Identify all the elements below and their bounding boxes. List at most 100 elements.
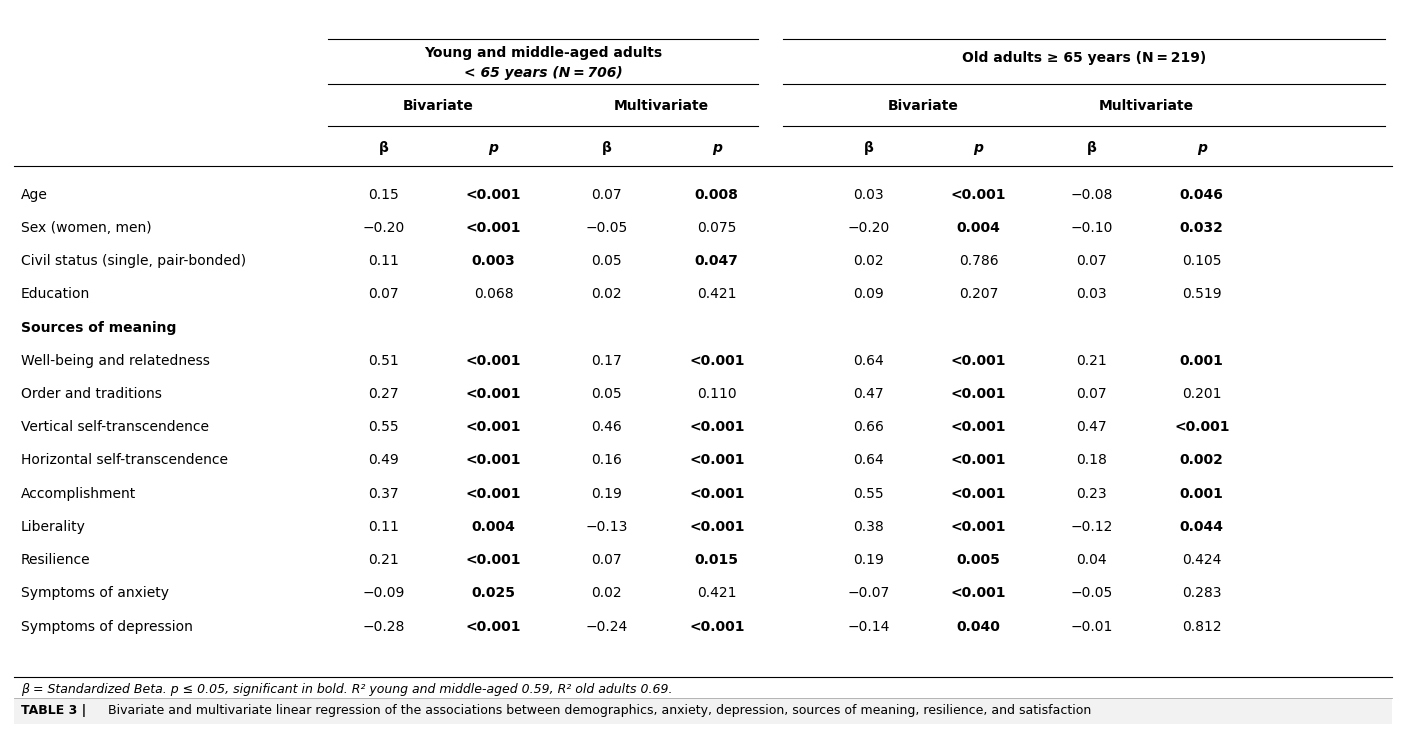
Text: Young and middle-aged adults: Young and middle-aged adults <box>425 46 662 60</box>
Text: p: p <box>711 141 721 155</box>
Text: <0.001: <0.001 <box>950 454 1007 467</box>
Text: −0.05: −0.05 <box>585 221 627 235</box>
Text: 0.55: 0.55 <box>368 420 399 434</box>
Text: 0.55: 0.55 <box>853 487 883 501</box>
Text: 0.27: 0.27 <box>368 387 399 401</box>
Text: <0.001: <0.001 <box>465 387 522 401</box>
Text: <0.001: <0.001 <box>689 620 745 634</box>
Text: 0.49: 0.49 <box>368 454 399 467</box>
Text: 0.040: 0.040 <box>956 620 1001 634</box>
Text: p: p <box>489 141 499 155</box>
Text: −0.08: −0.08 <box>1070 187 1112 202</box>
Text: 0.025: 0.025 <box>471 586 516 600</box>
Text: 0.047: 0.047 <box>695 254 738 268</box>
Text: Bivariate and multivariate linear regression of the associations between demogra: Bivariate and multivariate linear regres… <box>104 704 1091 716</box>
Text: Symptoms of depression: Symptoms of depression <box>21 620 193 634</box>
Text: <0.001: <0.001 <box>465 620 522 634</box>
Text: <0.001: <0.001 <box>950 354 1007 368</box>
Text: Resilience: Resilience <box>21 553 90 567</box>
Text: 0.003: 0.003 <box>471 254 516 268</box>
Text: −0.28: −0.28 <box>363 620 405 634</box>
Text: −0.20: −0.20 <box>848 221 890 235</box>
Text: 0.05: 0.05 <box>592 254 621 268</box>
Text: 0.21: 0.21 <box>368 553 399 567</box>
Text: 0.004: 0.004 <box>956 221 1001 235</box>
Text: <0.001: <0.001 <box>465 187 522 202</box>
Text: 0.38: 0.38 <box>853 520 884 534</box>
Text: 0.519: 0.519 <box>1182 287 1222 301</box>
Text: Sources of meaning: Sources of meaning <box>21 321 176 335</box>
Text: 0.19: 0.19 <box>591 487 621 501</box>
Text: <0.001: <0.001 <box>465 487 522 501</box>
Text: Bivariate: Bivariate <box>889 99 959 113</box>
Text: 0.16: 0.16 <box>591 454 621 467</box>
Text: Horizontal self-transcendence: Horizontal self-transcendence <box>21 454 228 467</box>
Text: Liberality: Liberality <box>21 520 86 534</box>
Text: −0.24: −0.24 <box>585 620 627 634</box>
Text: Multivariate: Multivariate <box>614 99 709 113</box>
Text: <0.001: <0.001 <box>689 520 745 534</box>
Text: <0.001: <0.001 <box>950 586 1007 600</box>
Text: 0.02: 0.02 <box>592 586 621 600</box>
Text: 0.19: 0.19 <box>853 553 884 567</box>
Text: 0.424: 0.424 <box>1182 553 1222 567</box>
Text: Order and traditions: Order and traditions <box>21 387 162 401</box>
Text: 0.18: 0.18 <box>1076 454 1107 467</box>
Text: 0.37: 0.37 <box>368 487 399 501</box>
Text: 0.07: 0.07 <box>592 187 621 202</box>
Text: β: β <box>602 141 612 155</box>
Text: <0.001: <0.001 <box>465 221 522 235</box>
Text: Well-being and relatedness: Well-being and relatedness <box>21 354 209 368</box>
Text: 0.786: 0.786 <box>959 254 998 268</box>
Text: 0.075: 0.075 <box>697 221 737 235</box>
Text: 0.47: 0.47 <box>1076 420 1107 434</box>
Text: 0.21: 0.21 <box>1076 354 1107 368</box>
Text: 0.64: 0.64 <box>853 454 884 467</box>
Text: 0.001: 0.001 <box>1180 354 1223 368</box>
Text: Old adults ≥ 65 years (N = 219): Old adults ≥ 65 years (N = 219) <box>962 51 1206 65</box>
Text: −0.14: −0.14 <box>848 620 890 634</box>
Text: <0.001: <0.001 <box>950 187 1007 202</box>
Text: <0.001: <0.001 <box>465 420 522 434</box>
Text: 0.283: 0.283 <box>1182 586 1222 600</box>
Text: 0.068: 0.068 <box>474 287 513 301</box>
Text: Education: Education <box>21 287 90 301</box>
Text: Accomplishment: Accomplishment <box>21 487 136 501</box>
Text: <0.001: <0.001 <box>689 454 745 467</box>
Text: 0.66: 0.66 <box>853 420 884 434</box>
Text: Sex (women, men): Sex (women, men) <box>21 221 152 235</box>
Text: β: β <box>1087 141 1097 155</box>
Text: 0.004: 0.004 <box>471 520 516 534</box>
Text: −0.12: −0.12 <box>1070 520 1112 534</box>
Text: −0.10: −0.10 <box>1070 221 1112 235</box>
Text: p: p <box>1197 141 1206 155</box>
Text: <0.001: <0.001 <box>1174 420 1229 434</box>
Text: <0.001: <0.001 <box>689 420 745 434</box>
Text: <0.001: <0.001 <box>689 354 745 368</box>
Text: 0.002: 0.002 <box>1180 454 1223 467</box>
Text: 0.07: 0.07 <box>1076 254 1107 268</box>
Text: −0.09: −0.09 <box>363 586 405 600</box>
Text: 0.04: 0.04 <box>1076 553 1107 567</box>
Text: 0.51: 0.51 <box>368 354 399 368</box>
Text: 0.15: 0.15 <box>368 187 399 202</box>
Text: β: β <box>863 141 873 155</box>
Text: Age: Age <box>21 187 48 202</box>
Text: −0.05: −0.05 <box>1070 586 1112 600</box>
Text: 0.421: 0.421 <box>697 287 737 301</box>
Text: −0.20: −0.20 <box>363 221 405 235</box>
Text: 0.03: 0.03 <box>1076 287 1107 301</box>
Text: 0.207: 0.207 <box>959 287 998 301</box>
Text: <0.001: <0.001 <box>465 354 522 368</box>
Text: 0.421: 0.421 <box>697 586 737 600</box>
Text: 0.812: 0.812 <box>1182 620 1222 634</box>
Text: 0.46: 0.46 <box>591 420 621 434</box>
Text: 0.02: 0.02 <box>853 254 883 268</box>
Text: β = Standardized Beta. p ≤ 0.05, significant in bold. R² young and middle-aged 0: β = Standardized Beta. p ≤ 0.05, signifi… <box>21 683 672 696</box>
Text: Vertical self-transcendence: Vertical self-transcendence <box>21 420 209 434</box>
Text: 0.07: 0.07 <box>368 287 399 301</box>
Text: <0.001: <0.001 <box>465 454 522 467</box>
Text: 0.001: 0.001 <box>1180 487 1223 501</box>
Text: 0.07: 0.07 <box>1076 387 1107 401</box>
Text: 0.11: 0.11 <box>368 520 399 534</box>
